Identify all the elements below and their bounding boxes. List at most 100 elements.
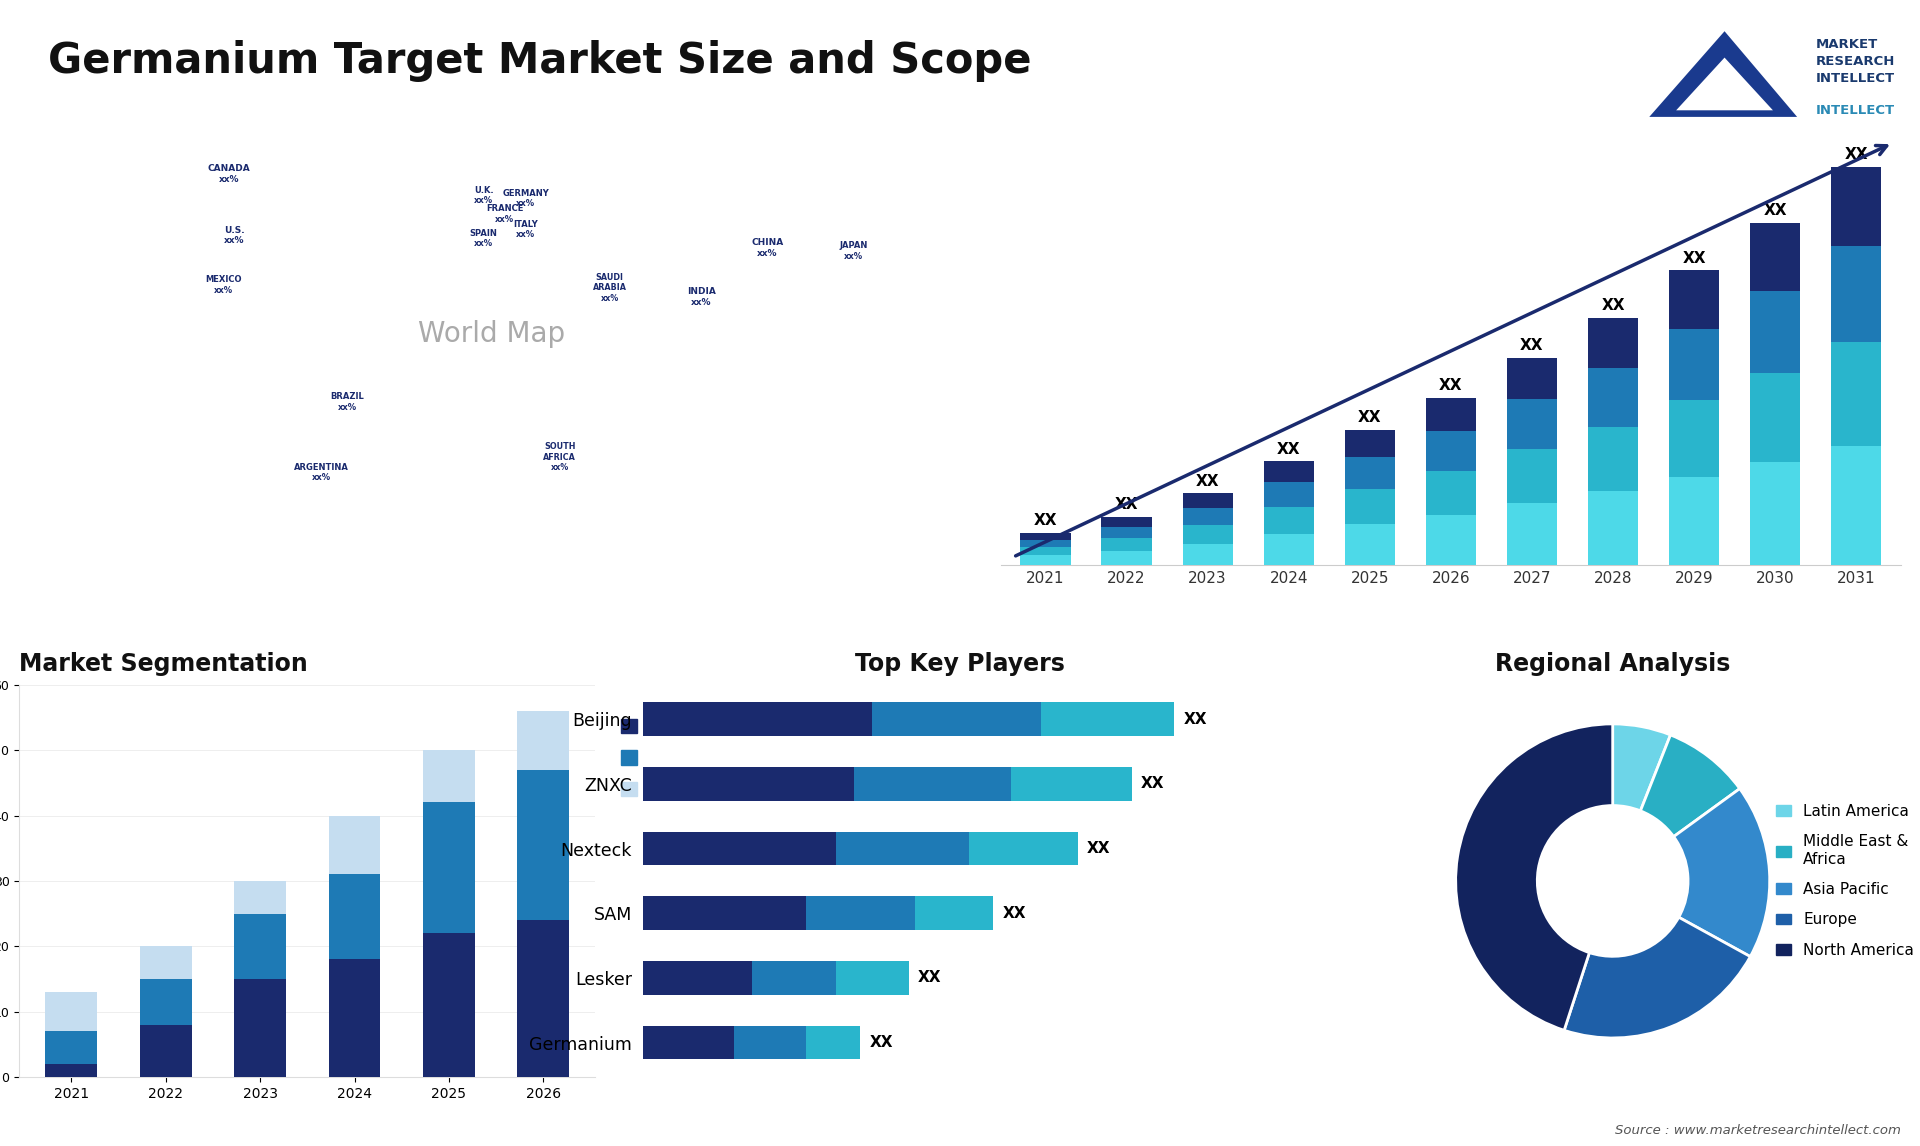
Text: XX: XX bbox=[1087, 841, 1110, 856]
Bar bbox=[1507, 503, 1557, 565]
Bar bbox=[643, 961, 753, 995]
Wedge shape bbox=[1455, 724, 1613, 1030]
Bar bbox=[1102, 539, 1152, 551]
Bar bbox=[837, 832, 970, 865]
Text: JAPAN
xx%: JAPAN xx% bbox=[839, 242, 868, 260]
Bar bbox=[1588, 319, 1638, 368]
Wedge shape bbox=[1613, 724, 1670, 811]
Legend: Type, Application, Geography: Type, Application, Geography bbox=[614, 713, 747, 803]
Text: XX: XX bbox=[918, 971, 941, 986]
Polygon shape bbox=[1676, 57, 1772, 110]
Bar bbox=[1749, 291, 1801, 374]
Bar bbox=[643, 767, 854, 801]
Bar bbox=[1344, 457, 1396, 489]
Title: Top Key Players: Top Key Players bbox=[854, 652, 1066, 676]
Text: SOUTH
AFRICA
xx%: SOUTH AFRICA xx% bbox=[543, 442, 576, 472]
Bar bbox=[1749, 462, 1801, 565]
Bar bbox=[1507, 399, 1557, 449]
Bar bbox=[970, 832, 1077, 865]
Bar bbox=[234, 881, 286, 913]
Bar bbox=[1832, 167, 1882, 246]
Bar bbox=[1427, 398, 1476, 431]
Bar bbox=[1041, 702, 1175, 736]
Bar bbox=[1263, 534, 1313, 565]
Bar bbox=[422, 751, 474, 802]
Text: INTELLECT: INTELLECT bbox=[1816, 104, 1895, 117]
Bar bbox=[1183, 543, 1233, 565]
Text: SPAIN
xx%: SPAIN xx% bbox=[470, 229, 497, 249]
Text: XX: XX bbox=[1521, 338, 1544, 353]
Bar bbox=[516, 920, 568, 1077]
Bar bbox=[1832, 446, 1882, 565]
Text: XX: XX bbox=[1002, 905, 1025, 920]
Bar bbox=[1344, 430, 1396, 457]
Bar bbox=[1668, 270, 1718, 329]
Bar bbox=[837, 961, 908, 995]
Bar bbox=[1263, 462, 1313, 482]
Text: XX: XX bbox=[1033, 513, 1058, 528]
Bar bbox=[328, 959, 380, 1077]
Polygon shape bbox=[1649, 31, 1797, 117]
Text: ARGENTINA
xx%: ARGENTINA xx% bbox=[294, 463, 348, 482]
Bar bbox=[140, 947, 192, 979]
Bar bbox=[643, 1026, 733, 1059]
Bar bbox=[872, 702, 1041, 736]
Bar bbox=[643, 702, 872, 736]
Text: CHINA
xx%: CHINA xx% bbox=[751, 238, 783, 258]
Bar bbox=[1012, 767, 1133, 801]
Bar bbox=[1832, 246, 1882, 342]
Bar bbox=[1102, 517, 1152, 527]
Text: MEXICO
xx%: MEXICO xx% bbox=[205, 275, 242, 295]
Bar bbox=[733, 1026, 806, 1059]
Bar bbox=[1020, 540, 1071, 547]
Bar bbox=[753, 961, 837, 995]
Bar bbox=[1020, 556, 1071, 565]
Text: SAUDI
ARABIA
xx%: SAUDI ARABIA xx% bbox=[593, 273, 626, 303]
Bar bbox=[328, 874, 380, 959]
Bar bbox=[806, 1026, 860, 1059]
Text: XX: XX bbox=[1845, 147, 1868, 162]
Text: XX: XX bbox=[1440, 378, 1463, 393]
Bar bbox=[1102, 551, 1152, 565]
Bar bbox=[1263, 507, 1313, 534]
Bar bbox=[1183, 508, 1233, 525]
Bar bbox=[140, 1025, 192, 1077]
Text: XX: XX bbox=[1357, 410, 1382, 425]
Bar bbox=[1427, 431, 1476, 471]
Bar bbox=[1102, 527, 1152, 539]
Text: XX: XX bbox=[1763, 203, 1788, 218]
Bar bbox=[516, 711, 568, 770]
Text: Source : www.marketresearchintellect.com: Source : www.marketresearchintellect.com bbox=[1615, 1124, 1901, 1137]
Bar bbox=[328, 816, 380, 874]
Text: MARKET
RESEARCH
INTELLECT: MARKET RESEARCH INTELLECT bbox=[1816, 38, 1895, 85]
Text: XX: XX bbox=[1183, 712, 1208, 727]
Bar bbox=[422, 802, 474, 933]
Bar bbox=[422, 933, 474, 1077]
Text: INDIA
xx%: INDIA xx% bbox=[687, 288, 716, 307]
Bar bbox=[1020, 533, 1071, 540]
Bar bbox=[1183, 493, 1233, 508]
Bar bbox=[140, 979, 192, 1025]
Title: Regional Analysis: Regional Analysis bbox=[1496, 652, 1730, 676]
Text: XX: XX bbox=[1277, 441, 1300, 457]
Bar bbox=[1183, 525, 1233, 543]
Bar bbox=[234, 913, 286, 979]
Text: ITALY
xx%: ITALY xx% bbox=[513, 220, 538, 240]
Bar bbox=[806, 896, 914, 931]
Bar bbox=[1263, 482, 1313, 507]
Bar bbox=[1344, 525, 1396, 565]
Text: Market Segmentation: Market Segmentation bbox=[19, 652, 307, 676]
Text: BRAZIL
xx%: BRAZIL xx% bbox=[330, 392, 365, 411]
Text: U.K.
xx%: U.K. xx% bbox=[474, 186, 493, 205]
Text: XX: XX bbox=[1116, 497, 1139, 512]
Bar bbox=[1588, 368, 1638, 426]
Bar bbox=[1588, 490, 1638, 565]
Text: XX: XX bbox=[1140, 777, 1165, 792]
Text: XX: XX bbox=[1601, 298, 1624, 313]
Bar bbox=[1749, 222, 1801, 291]
Bar bbox=[1668, 477, 1718, 565]
Bar bbox=[914, 896, 993, 931]
Legend: Latin America, Middle East &
Africa, Asia Pacific, Europe, North America: Latin America, Middle East & Africa, Asi… bbox=[1770, 798, 1920, 964]
Wedge shape bbox=[1565, 917, 1751, 1038]
Bar bbox=[1507, 449, 1557, 503]
